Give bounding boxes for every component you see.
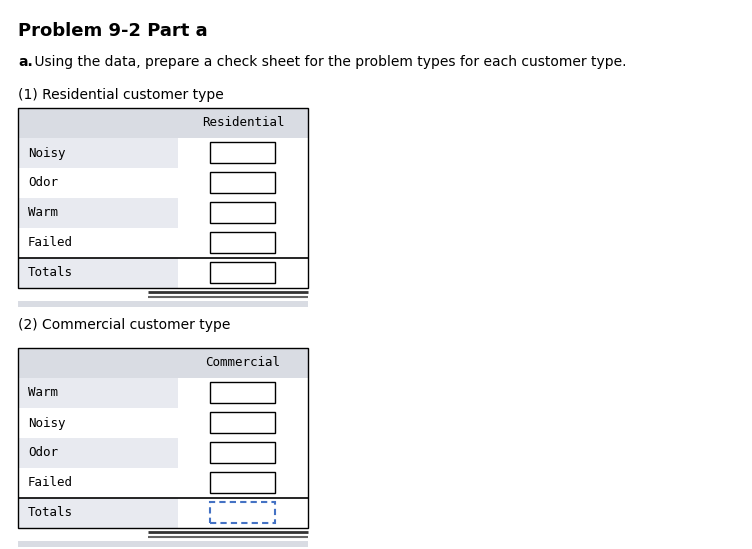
Bar	[178, 138, 308, 168]
Bar	[18, 348, 308, 528]
Bar	[18, 258, 178, 288]
Bar	[18, 168, 178, 198]
Bar	[210, 442, 275, 463]
Bar	[210, 412, 275, 433]
Bar	[178, 198, 308, 228]
Text: Failed: Failed	[28, 477, 73, 490]
Bar	[210, 382, 275, 403]
Bar	[210, 172, 275, 193]
Bar	[18, 541, 308, 547]
Bar	[210, 262, 275, 283]
Bar	[178, 168, 308, 198]
Text: Failed: Failed	[28, 237, 73, 249]
Text: Problem 9-2 Part a: Problem 9-2 Part a	[18, 22, 208, 40]
Bar	[18, 228, 178, 258]
Bar	[18, 301, 308, 307]
Text: Warm: Warm	[28, 386, 58, 400]
Text: Noisy: Noisy	[28, 147, 65, 160]
Bar	[178, 438, 308, 468]
Bar	[210, 232, 275, 253]
Bar	[18, 108, 308, 138]
Bar	[18, 468, 178, 498]
Bar	[178, 498, 308, 528]
Text: Odor: Odor	[28, 176, 58, 189]
Bar	[18, 378, 178, 408]
Text: Warm: Warm	[28, 206, 58, 220]
Bar	[210, 202, 275, 223]
Bar	[18, 348, 308, 378]
Text: Noisy: Noisy	[28, 417, 65, 429]
Bar	[178, 468, 308, 498]
Text: Commercial: Commercial	[205, 356, 280, 369]
Bar	[210, 502, 275, 523]
Bar	[210, 472, 275, 493]
Bar	[210, 142, 275, 163]
Bar	[18, 108, 308, 288]
Text: Using the data, prepare a check sheet for the problem types for each customer ty: Using the data, prepare a check sheet fo…	[30, 55, 626, 69]
Text: a.: a.	[18, 55, 33, 69]
Text: (1) Residential customer type: (1) Residential customer type	[18, 88, 224, 102]
Text: Odor: Odor	[28, 446, 58, 460]
Text: Residential: Residential	[202, 116, 284, 130]
Bar	[18, 138, 178, 168]
Bar	[18, 198, 178, 228]
Bar	[178, 378, 308, 408]
Bar	[178, 258, 308, 288]
Bar	[18, 438, 178, 468]
Text: (2) Commercial customer type: (2) Commercial customer type	[18, 318, 230, 332]
Text: Totals: Totals	[28, 266, 73, 279]
Bar	[178, 408, 308, 438]
Bar	[18, 498, 178, 528]
Text: Totals: Totals	[28, 507, 73, 519]
Bar	[178, 228, 308, 258]
Bar	[18, 408, 178, 438]
